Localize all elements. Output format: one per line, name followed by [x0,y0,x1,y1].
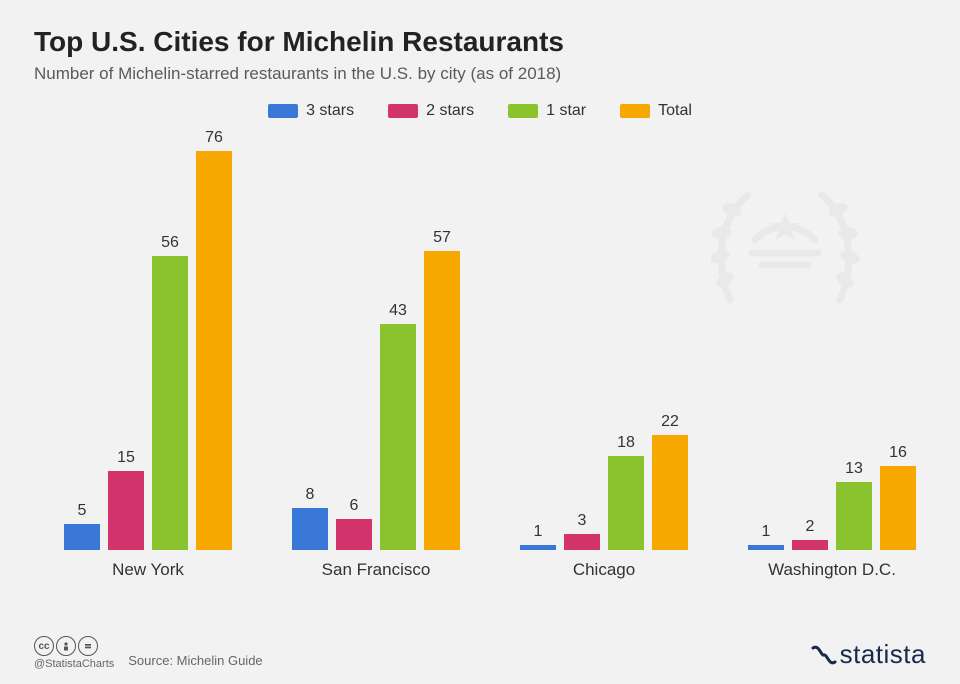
legend: 3 stars 2 stars 1 star Total [34,102,926,120]
bar-group: 131822Chicago [520,413,688,551]
attribution: cc @StatistaCharts [34,636,114,670]
bar-rect [196,151,232,550]
bar: 2 [792,518,828,551]
bar-rect [748,545,784,550]
bar-rect [64,524,100,550]
bar-value-label: 22 [661,413,679,431]
bar-rect [380,324,416,550]
legend-label: Total [658,102,692,120]
bar-value-label: 3 [578,512,587,530]
legend-item: 3 stars [268,102,354,120]
bar-value-label: 2 [806,518,815,536]
bar-rect [564,534,600,550]
footer: cc @StatistaCharts Source: Michelin Guid… [34,636,926,670]
source-text: Source: Michelin Guide [128,653,262,668]
bar-value-label: 56 [161,234,179,252]
cc-license-badges: cc [34,636,114,656]
social-handle: @StatistaCharts [34,658,114,670]
legend-item: 2 stars [388,102,474,120]
bar: 18 [608,434,644,551]
bar-group: 5155676New York [64,129,232,550]
bar-value-label: 1 [762,523,771,541]
statista-logo-text: statista [840,639,926,670]
bar: 8 [292,486,328,550]
bar: 57 [424,229,460,550]
cc-badge: cc [34,636,54,656]
bar-value-label: 18 [617,434,635,452]
legend-item: Total [620,102,692,120]
legend-swatch [268,104,298,118]
cc-badge [78,636,98,656]
chart-subtitle: Number of Michelin-starred restaurants i… [34,64,926,84]
bar-value-label: 5 [78,502,87,520]
bar-value-label: 76 [205,129,223,147]
bar: 22 [652,413,688,551]
bar-value-label: 8 [306,486,315,504]
legend-swatch [620,104,650,118]
bar-value-label: 6 [350,497,359,515]
bar-rect [108,471,144,550]
bar-rect [792,540,828,551]
bar: 76 [196,129,232,550]
bar-rect [152,256,188,550]
bar: 43 [380,302,416,550]
bar: 5 [64,502,100,550]
bar: 15 [108,449,144,550]
legend-swatch [388,104,418,118]
legend-label: 3 stars [306,102,354,120]
category-label: Chicago [573,560,635,580]
bar: 1 [748,523,784,550]
bar-value-label: 16 [889,444,907,462]
legend-label: 2 stars [426,102,474,120]
bar: 1 [520,523,556,550]
bar: 13 [836,460,872,550]
bar-group: 864357San Francisco [292,229,460,550]
bar-rect [424,251,460,550]
category-label: San Francisco [322,560,431,580]
statista-logo: statista [811,639,926,670]
bar-rect [652,435,688,551]
bar-rect [520,545,556,550]
bar-rect [336,519,372,551]
chart-title: Top U.S. Cities for Michelin Restaurants [34,26,926,58]
bar-value-label: 43 [389,302,407,320]
bar-rect [836,482,872,550]
bar-value-label: 57 [433,229,451,247]
bar: 3 [564,512,600,550]
bar-value-label: 1 [534,523,543,541]
chart-container: Top U.S. Cities for Michelin Restaurants… [0,0,960,684]
legend-label: 1 star [546,102,586,120]
statista-wave-icon [811,642,837,668]
bar: 6 [336,497,372,551]
bar: 16 [880,444,916,550]
bar-group: 121316Washington D.C. [748,444,916,550]
bar-rect [608,456,644,551]
bar-value-label: 13 [845,460,863,478]
category-label: Washington D.C. [768,560,896,580]
legend-swatch [508,104,538,118]
bar: 56 [152,234,188,550]
bar-rect [880,466,916,550]
bar-rect [292,508,328,550]
category-label: New York [112,560,184,580]
cc-badge [56,636,76,656]
bar-value-label: 15 [117,449,135,467]
legend-item: 1 star [508,102,586,120]
plot-area: 5155676New York864357San Francisco131822… [34,130,926,550]
